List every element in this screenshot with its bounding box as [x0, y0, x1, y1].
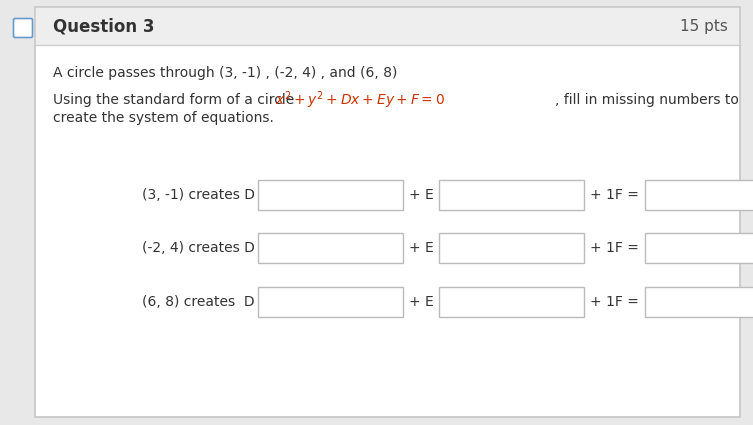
FancyBboxPatch shape: [14, 19, 32, 37]
Text: (3, -1) creates D: (3, -1) creates D: [142, 188, 255, 202]
Bar: [645, 180, 753, 210]
Bar: [258, 233, 403, 263]
Text: + 1F =: + 1F =: [590, 188, 639, 202]
Text: Using the standard form of a circle: Using the standard form of a circle: [53, 93, 299, 107]
Text: A circle passes through (3, -1) , (-2, 4) , and (6, 8): A circle passes through (3, -1) , (-2, 4…: [53, 66, 398, 80]
Text: + 1F =: + 1F =: [590, 295, 639, 309]
Text: + E: + E: [409, 241, 434, 255]
Text: 15 pts: 15 pts: [680, 19, 728, 34]
Text: $x^2 + y^2 + Dx + Ey + F = 0$: $x^2 + y^2 + Dx + Ey + F = 0$: [275, 89, 445, 111]
Bar: [35, 7, 740, 45]
Bar: [258, 287, 403, 317]
Text: (6, 8) creates  D: (6, 8) creates D: [142, 295, 255, 309]
Bar: [645, 233, 753, 263]
Text: (-2, 4) creates D: (-2, 4) creates D: [142, 241, 255, 255]
Bar: [645, 287, 753, 317]
Bar: [439, 233, 584, 263]
Bar: [258, 180, 403, 210]
Text: + E: + E: [409, 295, 434, 309]
Text: Question 3: Question 3: [53, 17, 154, 35]
Bar: [439, 180, 584, 210]
Text: + 1F =: + 1F =: [590, 241, 639, 255]
Text: create the system of equations.: create the system of equations.: [53, 111, 274, 125]
Text: + E: + E: [409, 188, 434, 202]
Bar: [439, 287, 584, 317]
Text: , fill in missing numbers to: , fill in missing numbers to: [555, 93, 739, 107]
